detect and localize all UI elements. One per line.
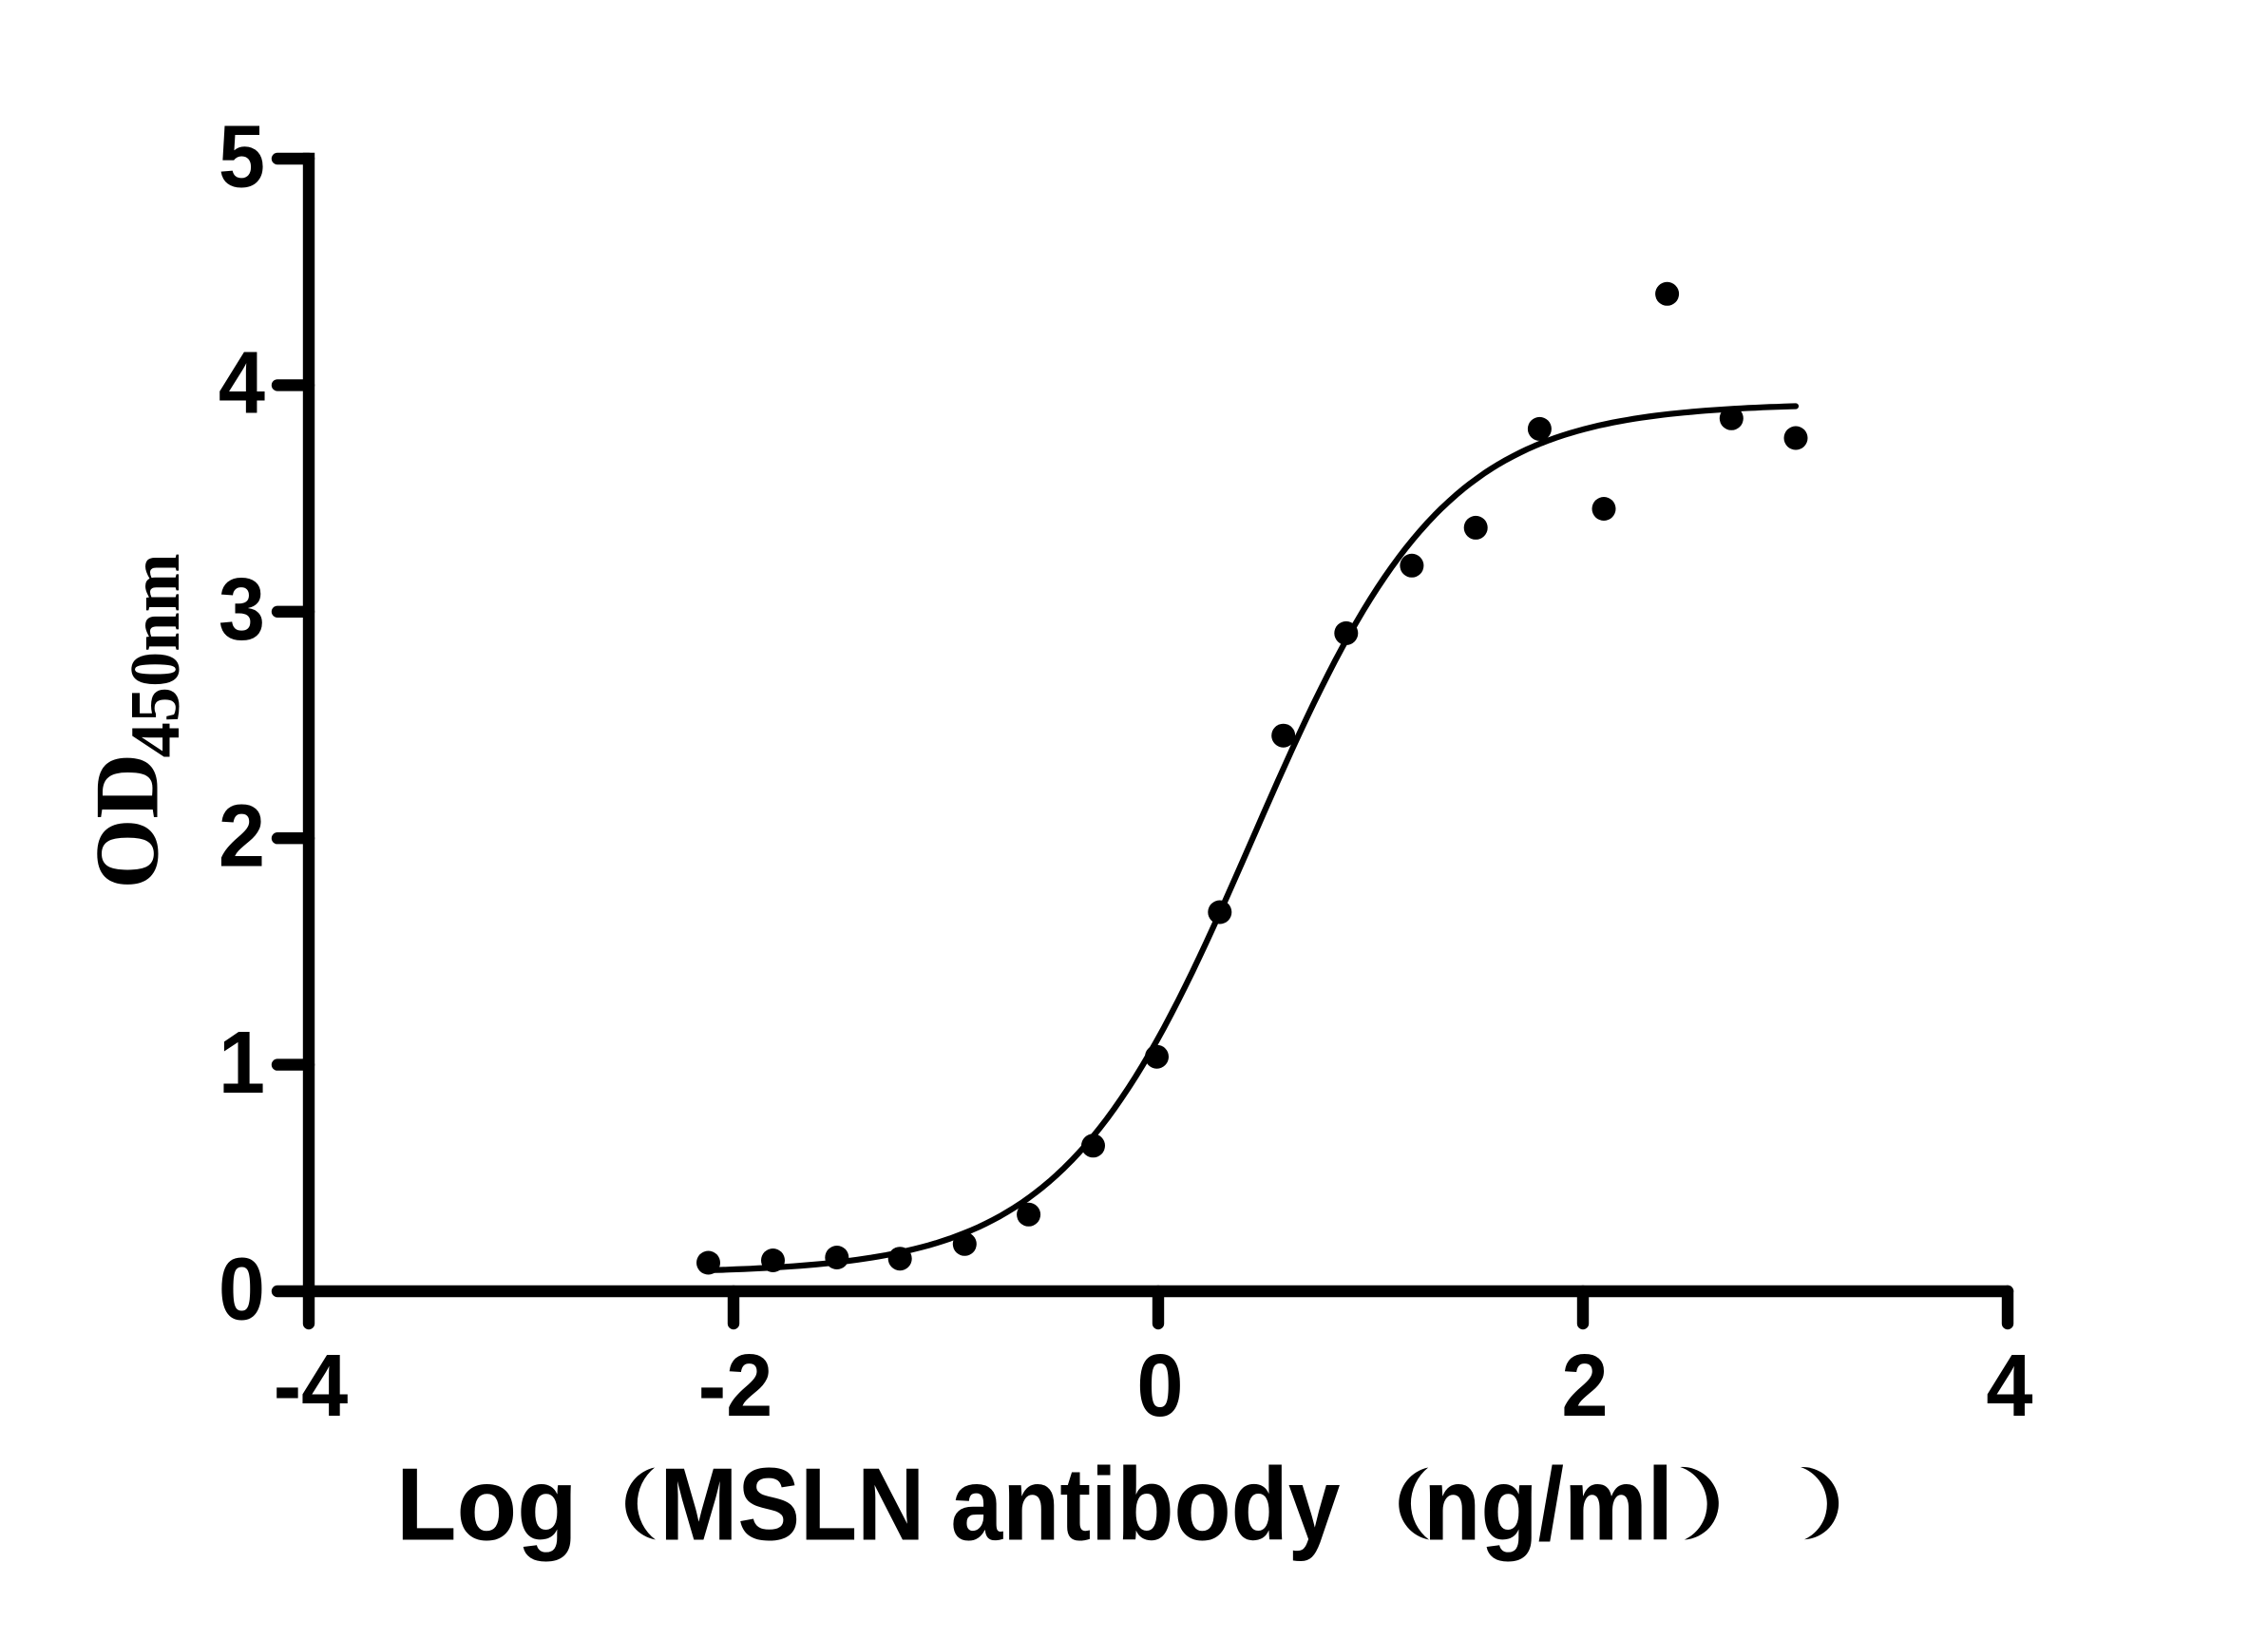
- svg-text:0: 0: [219, 1240, 265, 1339]
- svg-text:4: 4: [1986, 1337, 2032, 1436]
- svg-text:1: 1: [219, 1014, 265, 1113]
- svg-text:-2: -2: [698, 1337, 773, 1436]
- svg-text:4: 4: [219, 334, 265, 433]
- svg-text:3: 3: [219, 561, 265, 659]
- svg-text:Log: Log: [396, 1447, 578, 1562]
- svg-text:2: 2: [1561, 1337, 1608, 1436]
- svg-text:MSLN antibody: MSLN antibody: [659, 1446, 1340, 1562]
- svg-text:ng/ml: ng/ml: [1423, 1446, 1673, 1561]
- svg-text:-4: -4: [274, 1337, 349, 1436]
- svg-text:0: 0: [1136, 1337, 1183, 1436]
- svg-text:5: 5: [219, 107, 265, 206]
- svg-text:2: 2: [219, 787, 265, 886]
